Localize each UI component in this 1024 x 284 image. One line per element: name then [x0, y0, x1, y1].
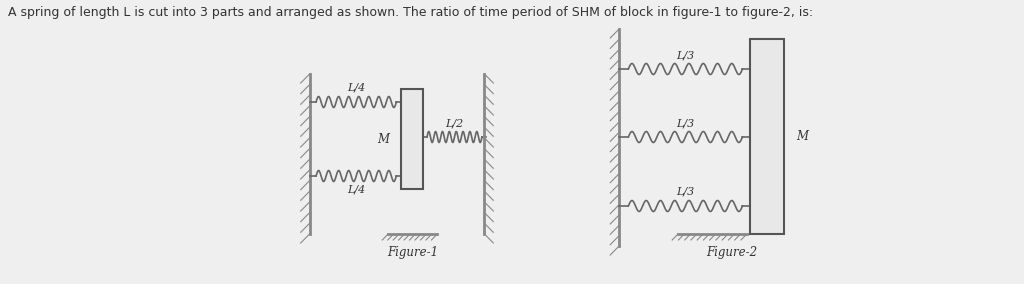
Text: L/3: L/3: [676, 187, 694, 197]
Text: L/3: L/3: [676, 50, 694, 60]
Text: M: M: [796, 130, 808, 143]
Text: L/4: L/4: [347, 184, 366, 194]
Text: L/3: L/3: [676, 118, 694, 128]
Text: A spring of length L is cut into 3 parts and arranged as shown. The ratio of tim: A spring of length L is cut into 3 parts…: [8, 6, 813, 19]
Text: L/2: L/2: [445, 118, 464, 128]
Text: Figure-2: Figure-2: [707, 246, 758, 259]
Text: Figure-1: Figure-1: [387, 246, 438, 259]
Bar: [401, 89, 423, 189]
Text: L/4: L/4: [347, 83, 366, 93]
Text: M: M: [377, 133, 389, 145]
Bar: [750, 39, 784, 234]
